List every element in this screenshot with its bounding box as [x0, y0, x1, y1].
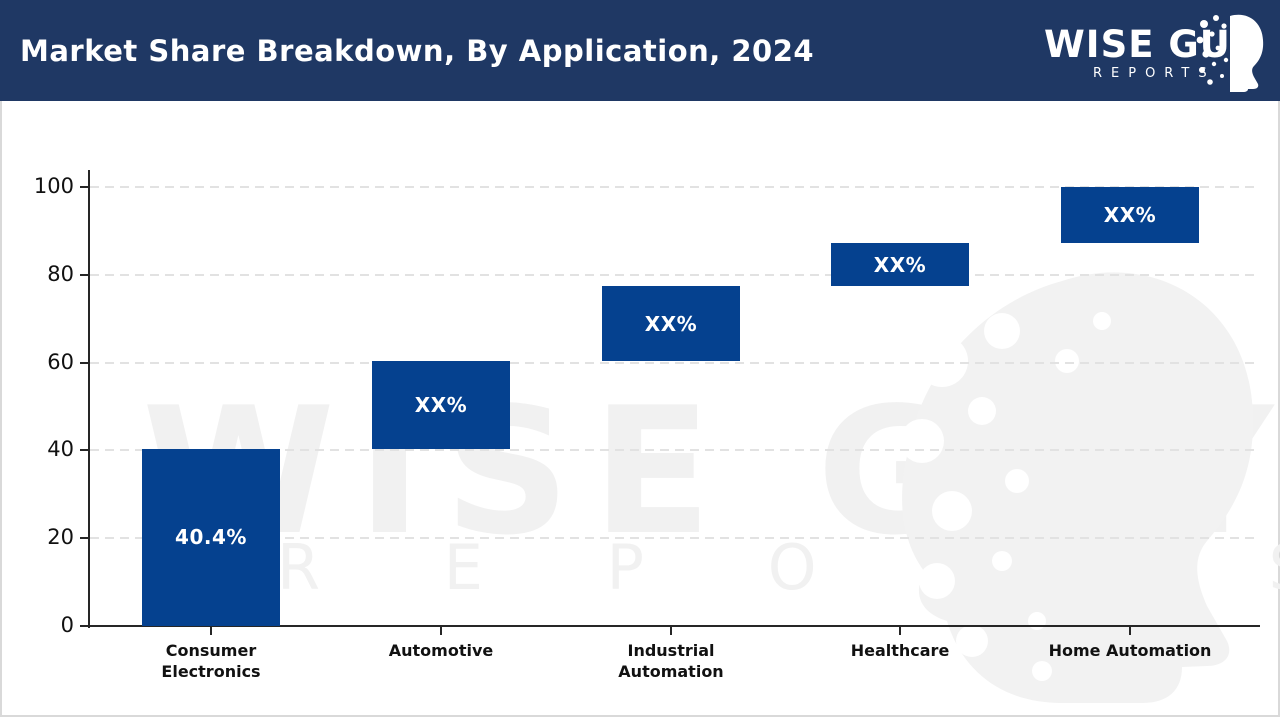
x-tick-label: Automotive [388, 641, 494, 660]
bar-healthcare: XX% [831, 243, 969, 287]
x-tick-mark [899, 627, 901, 635]
y-tick-mark [80, 361, 88, 364]
y-tick-mark [80, 273, 88, 276]
gridline-40 [90, 449, 1260, 452]
chart-title: Market Share Breakdown, By Application, … [20, 33, 815, 68]
bar-consumer-electronics: 40.4% [142, 448, 280, 626]
bar-value-label: XX% [873, 252, 927, 277]
x-tick-mark [1129, 627, 1131, 635]
y-tick-label: 80 [47, 261, 74, 286]
x-axis-line [88, 625, 1260, 627]
brand-face-icon [1196, 14, 1264, 92]
x-tick-label: Healthcare [850, 641, 950, 660]
bar-value-label: XX% [644, 311, 698, 336]
brand-logo: WISE GUY REPORTS [1016, 8, 1266, 94]
gridline-20 [90, 537, 1260, 540]
y-tick-label: 60 [47, 349, 74, 374]
x-tick-mark [210, 627, 212, 635]
y-tick-label: 0 [60, 613, 74, 637]
x-tick-label: Home Automation [1048, 641, 1212, 660]
bar-industrial-automation: XX% [602, 286, 740, 361]
header-bar: Market Share Breakdown, By Application, … [0, 0, 1280, 101]
x-tick-label: Consumer Electronics [161, 641, 261, 681]
gridline-100 [90, 186, 1260, 188]
y-tick-label: 20 [47, 525, 74, 550]
y-tick-mark [80, 186, 88, 188]
brand-wordmark: WISE GUY REPORTS [1044, 23, 1259, 82]
x-tick-mark [670, 627, 672, 635]
bar-value-label: XX% [1103, 203, 1157, 228]
y-tick-mark [80, 449, 88, 452]
y-tick-label: 100 [33, 174, 74, 198]
x-tick-mark [440, 627, 442, 635]
bar-value-label: XX% [414, 392, 468, 417]
y-axis-line [88, 170, 90, 628]
y-tick-mark [80, 537, 88, 540]
brand-subtitle: REPORTS [1092, 66, 1216, 81]
y-tick-label: 40 [47, 437, 74, 462]
gridline-80 [90, 273, 1260, 276]
x-tick-label: Industrial Automation [618, 641, 724, 681]
gridline-60 [90, 361, 1260, 364]
brand-name: WISE GUY [1044, 23, 1259, 66]
bar-value-label: 40.4% [175, 525, 247, 550]
y-tick-mark [80, 625, 88, 627]
bar-home-automation: XX% [1061, 187, 1199, 244]
bar-automotive: XX% [372, 360, 510, 449]
